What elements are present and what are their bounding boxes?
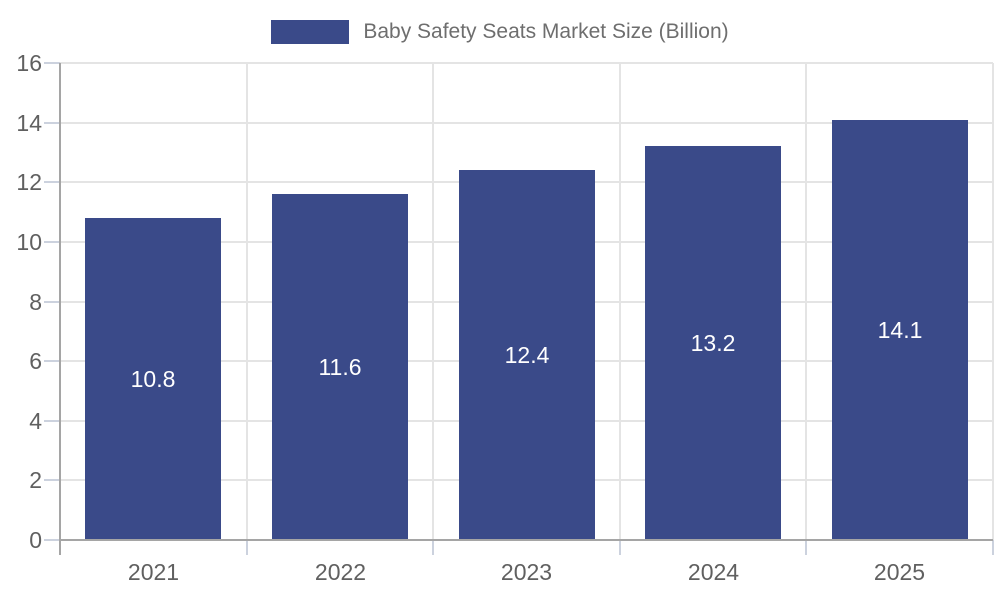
x-axis-tick [992, 540, 994, 555]
y-tick-label: 14 [16, 109, 42, 136]
gridline-h [60, 121, 993, 124]
bar-value-label: 13.2 [690, 330, 736, 356]
y-tick-label: 10 [16, 228, 42, 255]
bar [832, 120, 968, 540]
y-axis-tick [44, 419, 60, 422]
gridline-v [432, 63, 434, 540]
x-axis-tick [432, 540, 434, 555]
y-tick-label: 8 [29, 288, 42, 315]
bar-value-label: 14.1 [877, 317, 923, 343]
y-tick-label: 12 [16, 169, 42, 196]
x-tick-label: 2021 [127, 559, 180, 585]
y-tick-label: 0 [29, 527, 42, 553]
y-tick-label: 16 [16, 50, 42, 76]
y-tick-label: 4 [29, 407, 42, 434]
gridline-v [246, 63, 248, 540]
x-axis-tick [246, 540, 248, 555]
y-axis-tick [44, 240, 60, 243]
x-axis-tick [805, 540, 807, 555]
y-axis-tick [44, 62, 60, 64]
y-axis-tick [44, 181, 60, 184]
y-axis-tick [44, 121, 60, 124]
gridline-v [805, 63, 807, 540]
x-tick-label: 2024 [687, 559, 740, 585]
y-tick-label: 2 [29, 467, 42, 494]
bar-value-label: 10.8 [130, 366, 176, 392]
y-axis-tick [44, 539, 60, 541]
bar [272, 194, 408, 540]
x-tick-label: 2023 [500, 559, 553, 585]
y-axis-tick [44, 360, 60, 363]
bar [459, 170, 595, 540]
bar [645, 146, 781, 540]
y-tick-label: 6 [29, 348, 42, 375]
y-axis-tick [44, 300, 60, 303]
x-tick-label: 2022 [314, 559, 367, 585]
legend-label: Baby Safety Seats Market Size (Billion) [363, 20, 729, 43]
x-axis-line [60, 539, 993, 541]
x-tick-label: 2025 [873, 559, 926, 585]
legend-swatch [271, 20, 350, 44]
bar-value-label: 12.4 [504, 342, 550, 368]
y-axis-line [59, 63, 61, 555]
bar [85, 218, 221, 540]
gridline-v [619, 63, 621, 540]
gridline-v [992, 63, 994, 540]
x-axis-tick [619, 540, 621, 555]
legend: Baby Safety Seats Market Size (Billion) [0, 19, 1000, 45]
gridline-h [60, 62, 993, 64]
bar-value-label: 11.6 [318, 354, 362, 380]
y-axis-tick [44, 479, 60, 482]
